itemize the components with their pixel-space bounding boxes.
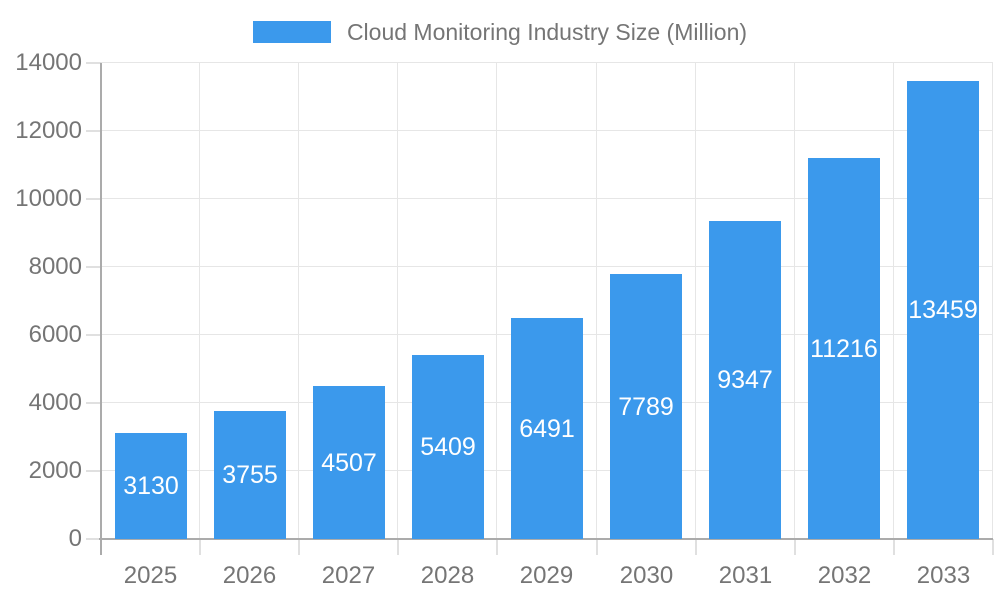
legend-swatch <box>252 21 331 43</box>
x-axis-tick-label: 2033 <box>916 562 971 589</box>
y-gridline <box>101 130 993 131</box>
x-gridline <box>397 63 398 539</box>
x-axis-tick <box>496 539 498 555</box>
bar-2032[interactable]: 11216 <box>808 158 880 539</box>
bar-2033[interactable]: 13459 <box>907 81 979 539</box>
x-gridline <box>893 63 894 539</box>
y-axis-tick <box>86 130 101 132</box>
y-axis-tick <box>86 198 101 200</box>
x-axis-tick-label: 2030 <box>619 562 674 589</box>
bar-2031[interactable]: 9347 <box>709 221 781 539</box>
y-gridline <box>101 266 993 267</box>
x-axis-tick-label: 2025 <box>123 562 178 589</box>
x-axis-tick-label: 2026 <box>222 562 277 589</box>
y-axis-tick <box>86 538 101 540</box>
x-axis-line <box>99 538 993 540</box>
x-axis-tick <box>695 539 697 555</box>
x-axis-tick <box>298 539 300 555</box>
bar-2030[interactable]: 7789 <box>610 274 682 539</box>
x-axis-tick <box>397 539 399 555</box>
bar-2025[interactable]: 3130 <box>115 433 187 539</box>
x-axis-tick-label: 2031 <box>718 562 773 589</box>
y-axis-tick <box>86 62 101 64</box>
bar-value-label: 4507 <box>321 448 377 477</box>
x-axis-tick <box>893 539 895 555</box>
y-axis-tick-label: 10000 <box>15 185 82 212</box>
x-axis-tick <box>199 539 201 555</box>
bar-value-label: 5409 <box>420 433 476 461</box>
x-gridline <box>298 63 299 539</box>
y-axis-tick <box>86 266 101 268</box>
x-axis-tick-label: 2029 <box>519 562 574 589</box>
x-axis-tick <box>794 539 796 555</box>
x-gridline <box>199 63 200 539</box>
bar-2026[interactable]: 3755 <box>214 411 286 539</box>
y-axis-tick <box>86 402 101 404</box>
x-axis-tick <box>596 539 598 555</box>
x-axis-tick <box>992 539 994 555</box>
y-axis-tick-label: 14000 <box>15 49 82 76</box>
bar-value-label: 9347 <box>717 366 773 394</box>
x-gridline <box>992 63 993 539</box>
y-axis-tick <box>86 470 101 472</box>
bar-value-label: 3755 <box>222 461 278 489</box>
bar-2029[interactable]: 6491 <box>511 318 583 539</box>
x-axis-tick-label: 2028 <box>420 562 475 589</box>
y-axis-tick-label: 12000 <box>15 117 82 144</box>
bar-2028[interactable]: 5409 <box>412 355 484 539</box>
y-axis-line <box>100 63 102 555</box>
bar-value-label: 6491 <box>519 414 575 443</box>
y-axis-tick-label: 8000 <box>28 253 82 280</box>
chart-legend[interactable]: Cloud Monitoring Industry Size (Million) <box>0 18 1000 46</box>
x-axis-tick-label: 2027 <box>321 562 376 589</box>
x-axis-tick-label: 2032 <box>817 562 872 589</box>
bar-value-label: 11216 <box>810 334 878 363</box>
bar-2027[interactable]: 4507 <box>313 386 385 539</box>
x-gridline <box>794 63 795 539</box>
y-gridline <box>101 62 993 63</box>
x-gridline <box>596 63 597 539</box>
x-gridline <box>496 63 497 539</box>
bar-value-label: 13459 <box>908 296 978 324</box>
bar-value-label: 3130 <box>123 472 179 500</box>
legend-series-label: Cloud Monitoring Industry Size (Million) <box>346 19 748 45</box>
x-gridline <box>695 63 696 539</box>
bar-value-label: 7789 <box>618 392 674 421</box>
y-axis-tick-label: 2000 <box>28 457 82 484</box>
y-axis-tick <box>86 334 101 336</box>
y-axis-tick-label: 0 <box>68 525 82 552</box>
y-axis-tick-label: 6000 <box>28 321 82 348</box>
y-gridline <box>101 198 993 199</box>
y-axis-tick-label: 4000 <box>28 389 82 416</box>
